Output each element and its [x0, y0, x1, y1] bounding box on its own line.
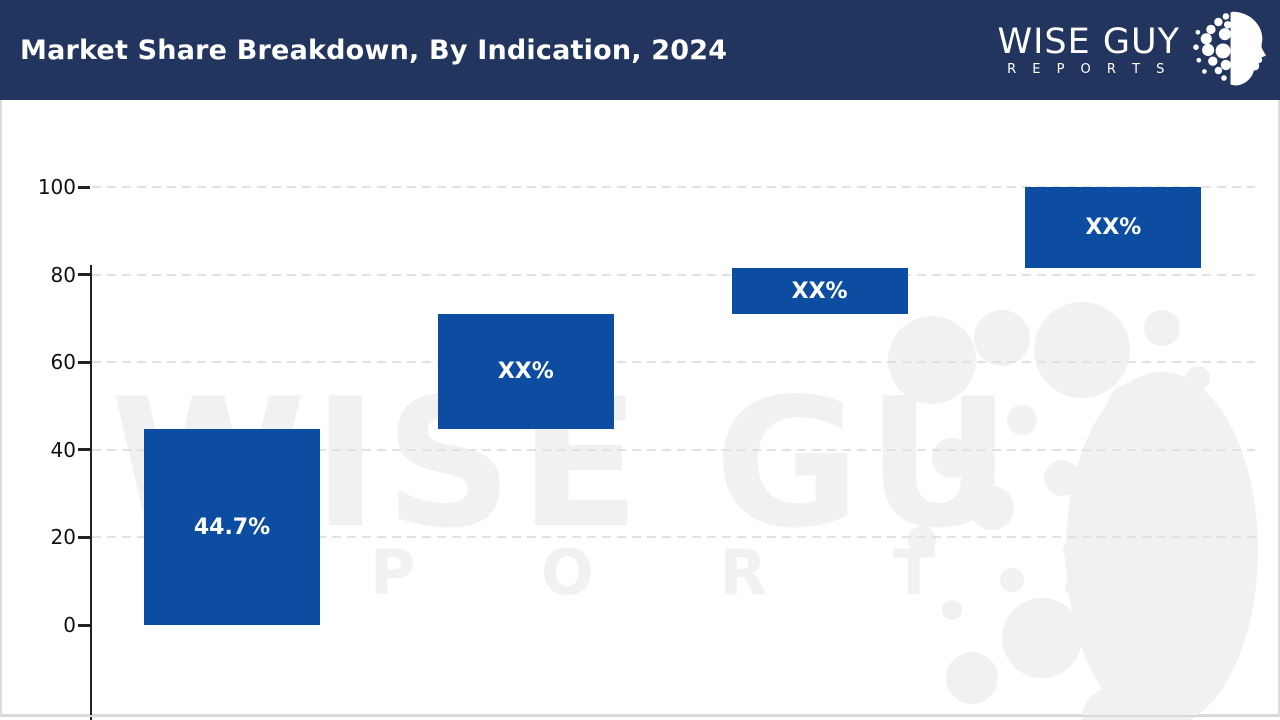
- chart-area: WISE GU P O R T S 0 20 40 60 80 100 44.7% XX% XX…: [0, 100, 1280, 720]
- y-tick-40: [78, 448, 90, 452]
- bar-value-label: XX%: [497, 359, 554, 385]
- gridline-20: [92, 536, 1255, 539]
- bar-segment: XX%: [437, 314, 614, 430]
- gridline-40: [92, 448, 1255, 451]
- y-tick-60: [78, 360, 90, 364]
- y-tick-0: [78, 623, 90, 627]
- y-tick-label-0: 0: [63, 613, 76, 637]
- gridline-100: [92, 186, 1255, 188]
- y-tick-label-40: 40: [50, 437, 76, 462]
- bottom-border: [0, 715, 1280, 717]
- y-tick-100: [78, 185, 90, 189]
- logo-reports-text: R E P O R T S: [1007, 61, 1171, 77]
- bar-segment: 44.7%: [144, 429, 320, 625]
- logo-text-block: WISE GUY R E P O R T S: [997, 24, 1180, 77]
- wiseguy-head-icon: [1193, 11, 1266, 86]
- y-tick-label-20: 20: [50, 525, 76, 550]
- watermark-reports-text: P O R T S: [370, 536, 1158, 609]
- y-tick-label-80: 80: [50, 262, 76, 287]
- bar-value-label: 44.7%: [193, 514, 271, 540]
- header-bar: Market Share Breakdown, By Indication, 2…: [0, 0, 1280, 100]
- gridline-80: [92, 273, 1255, 276]
- page-title: Market Share Breakdown, By Indication, 2…: [20, 34, 728, 66]
- y-tick-80: [78, 273, 90, 277]
- watermark-head-icon: [888, 302, 1258, 720]
- y-tick-20: [78, 535, 90, 539]
- plot-layer: 02040608010044.7%XX%XX%XX%SchizophreniaB…: [2, 100, 1278, 720]
- bar-segment: XX%: [731, 268, 908, 314]
- y-tick-label-60: 60: [50, 350, 76, 375]
- bar-value-label: XX%: [791, 278, 848, 304]
- logo-wordmark: WISE GUY: [997, 21, 1180, 62]
- bar-value-label: XX%: [1085, 215, 1142, 240]
- wiseguy-logo: WISE GUY R E P O R T S: [997, 6, 1266, 94]
- bar-segment: XX%: [1025, 187, 1202, 269]
- y-tick-label-100: 100: [37, 175, 76, 199]
- y-axis-line: [90, 265, 92, 720]
- gridline-60: [92, 361, 1255, 364]
